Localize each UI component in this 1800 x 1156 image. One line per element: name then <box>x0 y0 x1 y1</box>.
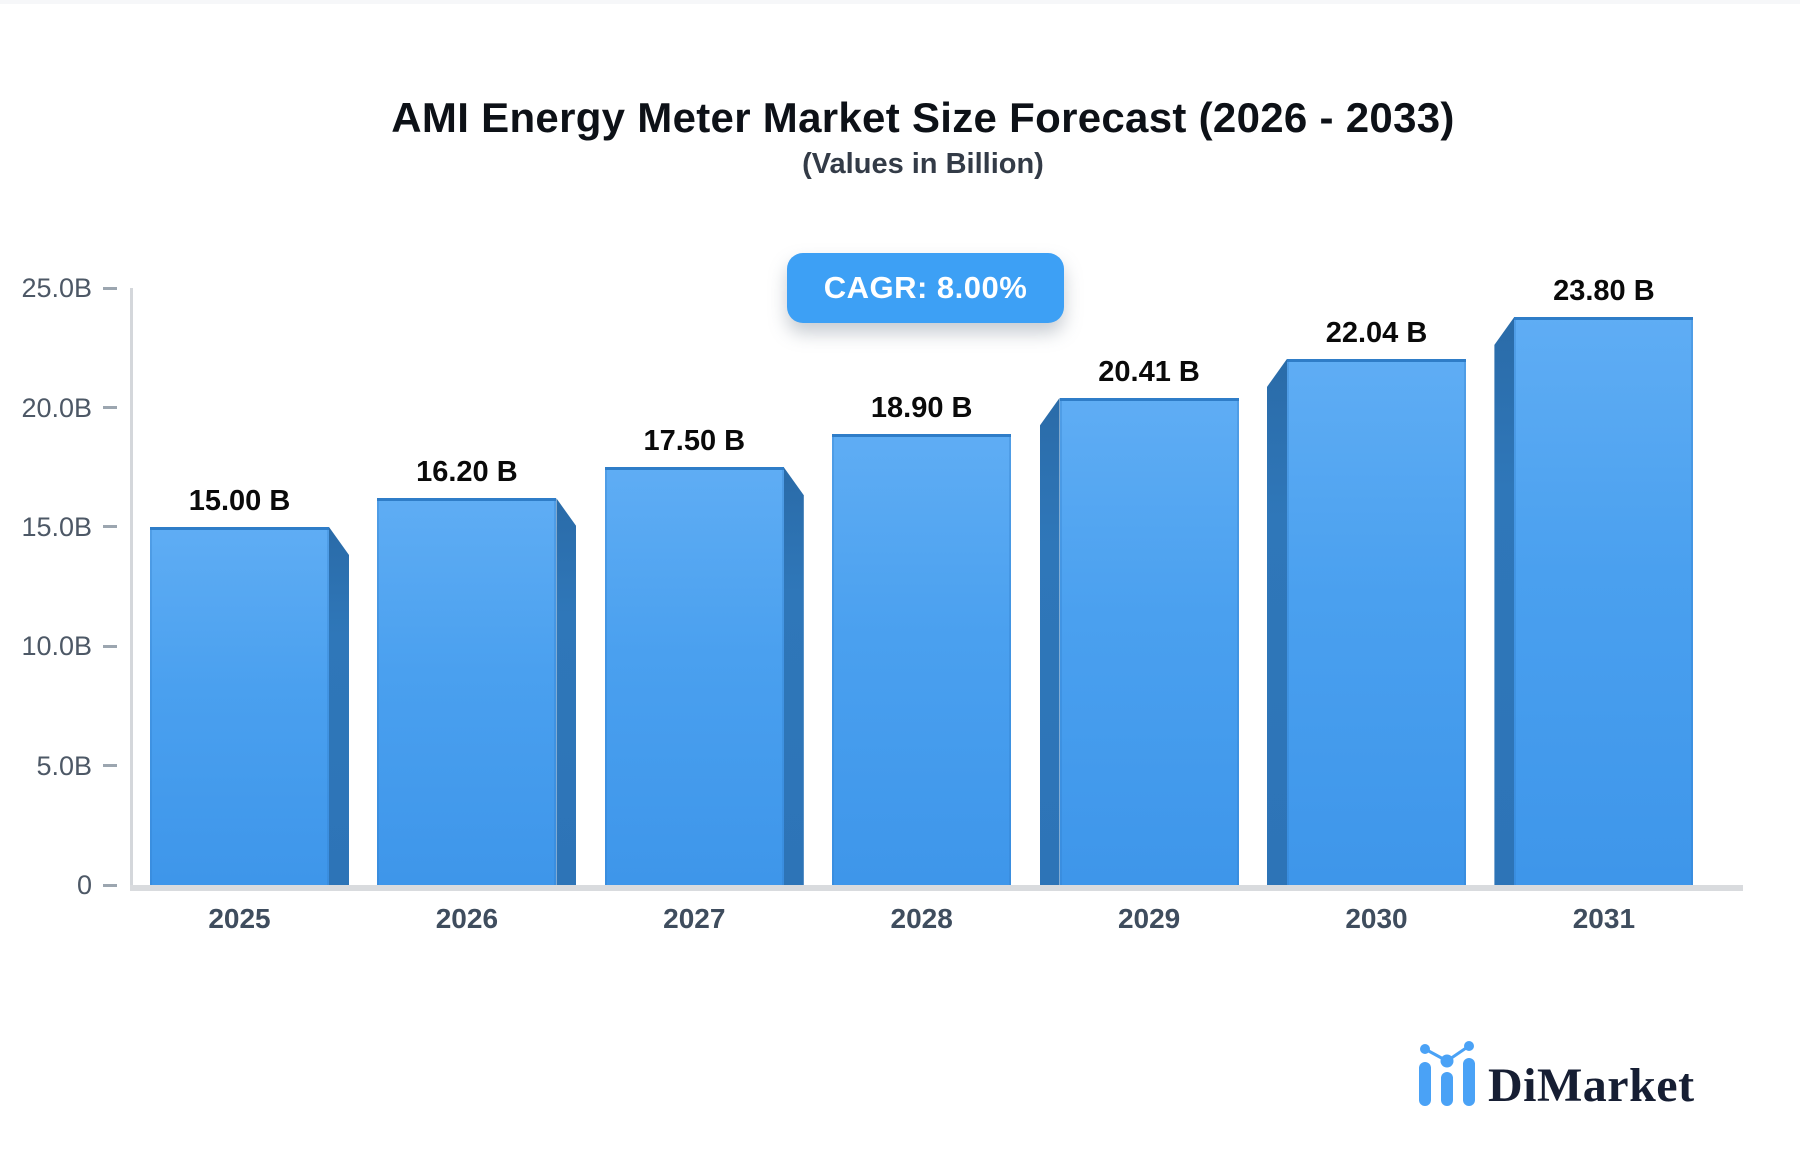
bar-value-label-2029: 20.41 B <box>1098 355 1200 388</box>
bar-value-label-2027: 17.50 B <box>643 425 746 458</box>
bar-value-label-2030: 22.04 B <box>1325 316 1428 349</box>
x-axis-label-2028: 2028 <box>890 903 953 934</box>
bar-2027 <box>604 467 784 885</box>
brand-logo-text: DiMarket <box>1488 1059 1695 1112</box>
y-axis-line <box>130 288 133 885</box>
bar-side-2027 <box>783 467 804 885</box>
bar-2031 <box>1514 316 1694 885</box>
x-axis-label-2029: 2029 <box>1117 903 1181 934</box>
bar-value-label-2026: 16.20 B <box>416 456 518 489</box>
bar-2026 <box>377 498 557 885</box>
bar-side-2029 <box>1039 397 1060 885</box>
chart-subtitle: (Values in Billion) <box>802 148 1044 180</box>
x-axis-label-2027: 2027 <box>663 903 726 934</box>
brand-logo: DiMarket <box>1415 1038 1775 1118</box>
bar-line-chart-icon <box>1419 1041 1475 1106</box>
bar-2029 <box>1059 397 1239 885</box>
y-tick-20.0B <box>103 406 117 410</box>
x-axis-baseline <box>130 885 1743 891</box>
y-tick-0 <box>103 883 117 887</box>
bar-2030 <box>1287 358 1466 885</box>
bar-value-label-2025: 15.00 B <box>188 484 291 517</box>
y-tick-10.0B <box>103 644 117 648</box>
y-tick-25.0B <box>103 286 117 290</box>
y-tick-15.0B <box>103 525 117 529</box>
bar-2025 <box>150 526 329 885</box>
chart-title: AMI Energy Meter Market Size Forecast (2… <box>391 94 1455 141</box>
y-tick-label-5.0B: 5.0B <box>36 750 92 781</box>
y-tick-5.0B <box>103 764 117 768</box>
y-tick-label-0: 0 <box>76 870 92 900</box>
y-tick-label-15.0B: 15.0B <box>21 511 92 542</box>
y-tick-label-25.0B: 25.0B <box>21 273 92 304</box>
bar-value-label-2031: 23.80 B <box>1553 274 1655 307</box>
page-top-strip <box>0 0 1800 4</box>
bar-side-2031 <box>1494 316 1515 885</box>
cagr-badge: CAGR: 8.00% <box>787 253 1064 323</box>
bar-side-2030 <box>1267 358 1287 885</box>
bar-side-2026 <box>556 498 577 885</box>
bar-2028 <box>832 433 1012 885</box>
cagr-badge-label: CAGR: 8.00% <box>823 270 1028 305</box>
x-axis-label-2025: 2025 <box>208 903 271 934</box>
x-axis-label-2030: 2030 <box>1345 903 1408 934</box>
x-axis-label-2031: 2031 <box>1572 903 1636 934</box>
x-axis-label-2026: 2026 <box>435 903 499 934</box>
bar-side-2025 <box>329 526 349 885</box>
y-tick-label-10.0B: 10.0B <box>21 631 92 662</box>
y-tick-label-20.0B: 20.0B <box>21 392 92 423</box>
bar-value-label-2028: 18.90 B <box>870 391 973 424</box>
